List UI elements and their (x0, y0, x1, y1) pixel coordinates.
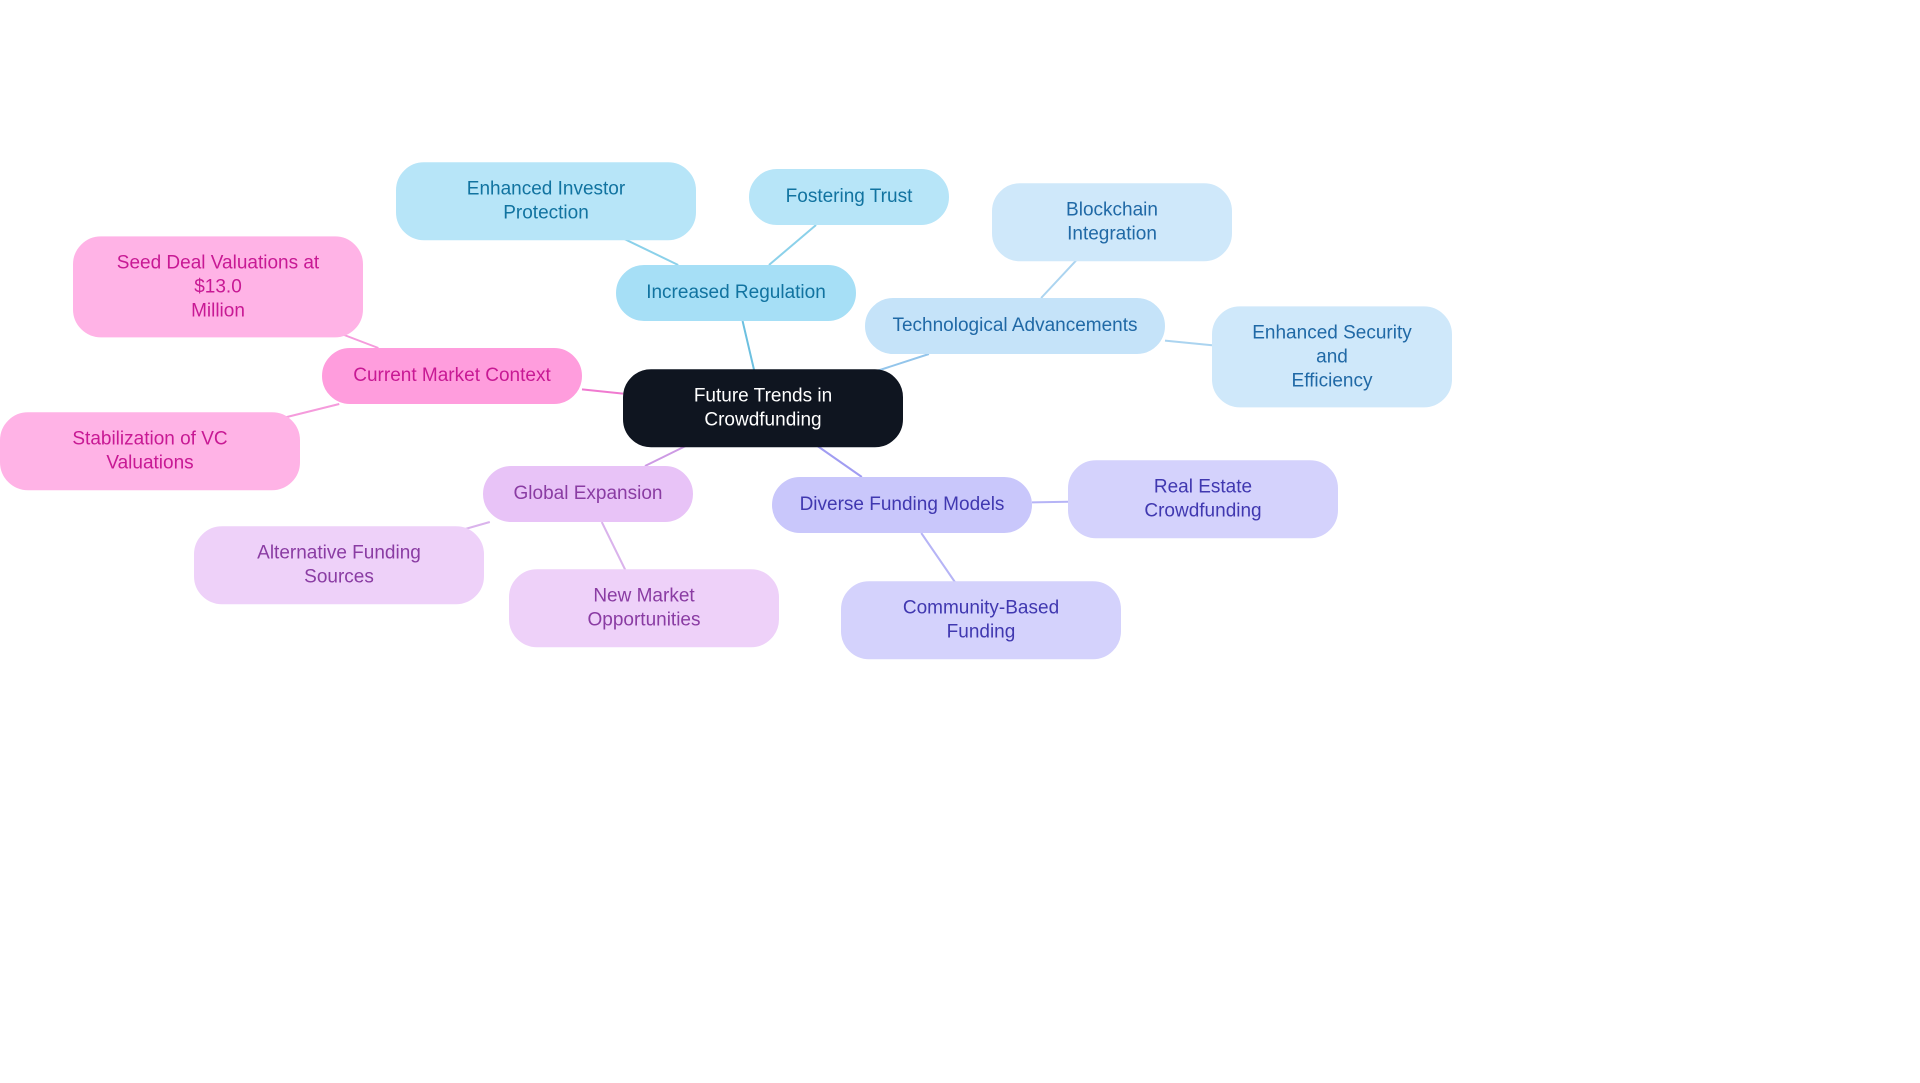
node-label: Alternative Funding Sources (221, 541, 457, 589)
node-comm: Community-Based Funding (841, 581, 1121, 659)
node-label: Enhanced Security and Efficiency (1239, 321, 1425, 392)
node-invprot: Enhanced Investor Protection (396, 162, 696, 240)
node-label: Fostering Trust (786, 185, 913, 209)
edge-div-re (1032, 502, 1068, 503)
edge-root-market (582, 389, 623, 393)
node-label: Seed Deal Valuations at $13.0 Million (100, 251, 336, 322)
node-div: Diverse Funding Models (772, 477, 1032, 533)
node-label: Stabilization of VC Valuations (27, 427, 273, 475)
node-label: Diverse Funding Models (800, 493, 1005, 517)
node-root: Future Trends in Crowdfunding (623, 369, 903, 447)
node-label: Current Market Context (353, 364, 550, 388)
node-label: Blockchain Integration (1019, 198, 1205, 246)
node-label: Global Expansion (514, 482, 663, 506)
edge-tech-sec (1165, 341, 1212, 346)
node-trust: Fostering Trust (749, 169, 949, 225)
mindmap-canvas: Future Trends in Crowdfunding Current Mar… (0, 0, 1920, 1083)
node-label: Enhanced Investor Protection (423, 177, 669, 225)
node-label: Real Estate Crowdfunding (1095, 475, 1311, 523)
node-chain: Blockchain Integration (992, 183, 1232, 261)
node-seed: Seed Deal Valuations at $13.0 Million (73, 236, 363, 337)
node-re: Real Estate Crowdfunding (1068, 460, 1338, 538)
node-sec: Enhanced Security and Efficiency (1212, 306, 1452, 407)
node-label: Increased Regulation (646, 281, 826, 305)
node-tech: Technological Advancements (865, 298, 1165, 354)
node-market: Current Market Context (322, 348, 582, 404)
node-label: Community-Based Funding (868, 596, 1094, 644)
node-label: Technological Advancements (892, 314, 1137, 338)
node-label: New Market Opportunities (536, 584, 752, 632)
edge-reg-trust (769, 225, 816, 265)
node-stab: Stabilization of VC Valuations (0, 412, 300, 490)
node-newmkt: New Market Opportunities (509, 569, 779, 647)
node-reg: Increased Regulation (616, 265, 856, 321)
node-glob: Global Expansion (483, 466, 693, 522)
node-label: Future Trends in Crowdfunding (650, 384, 876, 432)
node-altfund: Alternative Funding Sources (194, 526, 484, 604)
